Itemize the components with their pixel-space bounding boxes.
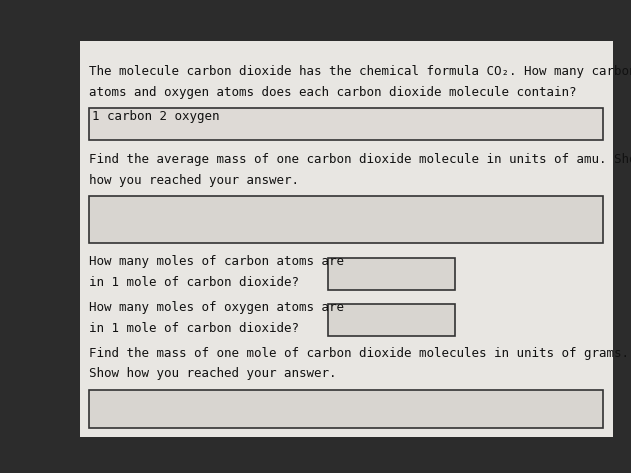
Bar <box>80 41 613 437</box>
Text: How many moles of carbon atoms are: How many moles of carbon atoms are <box>88 255 344 269</box>
Text: Show how you reached your answer.: Show how you reached your answer. <box>88 368 336 380</box>
Text: 1 carbon 2 oxygen: 1 carbon 2 oxygen <box>91 110 219 123</box>
Bar <box>328 304 455 335</box>
Text: Find the average mass of one carbon dioxide molecule in units of amu. Show: Find the average mass of one carbon diox… <box>88 153 631 166</box>
Text: atoms and oxygen atoms does each carbon dioxide molecule contain?: atoms and oxygen atoms does each carbon … <box>88 86 576 98</box>
Text: How many moles of oxygen atoms are: How many moles of oxygen atoms are <box>88 301 344 315</box>
Text: in 1 mole of carbon dioxide?: in 1 mole of carbon dioxide? <box>88 322 298 334</box>
Text: in 1 mole of carbon dioxide?: in 1 mole of carbon dioxide? <box>88 276 298 289</box>
Text: The molecule carbon dioxide has the chemical formula CO₂. How many carbon: The molecule carbon dioxide has the chem… <box>88 65 631 79</box>
Bar <box>88 196 603 243</box>
Bar <box>88 108 603 140</box>
Bar <box>88 390 603 429</box>
Bar <box>328 258 455 289</box>
Text: how you reached your answer.: how you reached your answer. <box>88 174 298 187</box>
Text: Find the mass of one mole of carbon dioxide molecules in units of grams.: Find the mass of one mole of carbon diox… <box>88 347 628 360</box>
